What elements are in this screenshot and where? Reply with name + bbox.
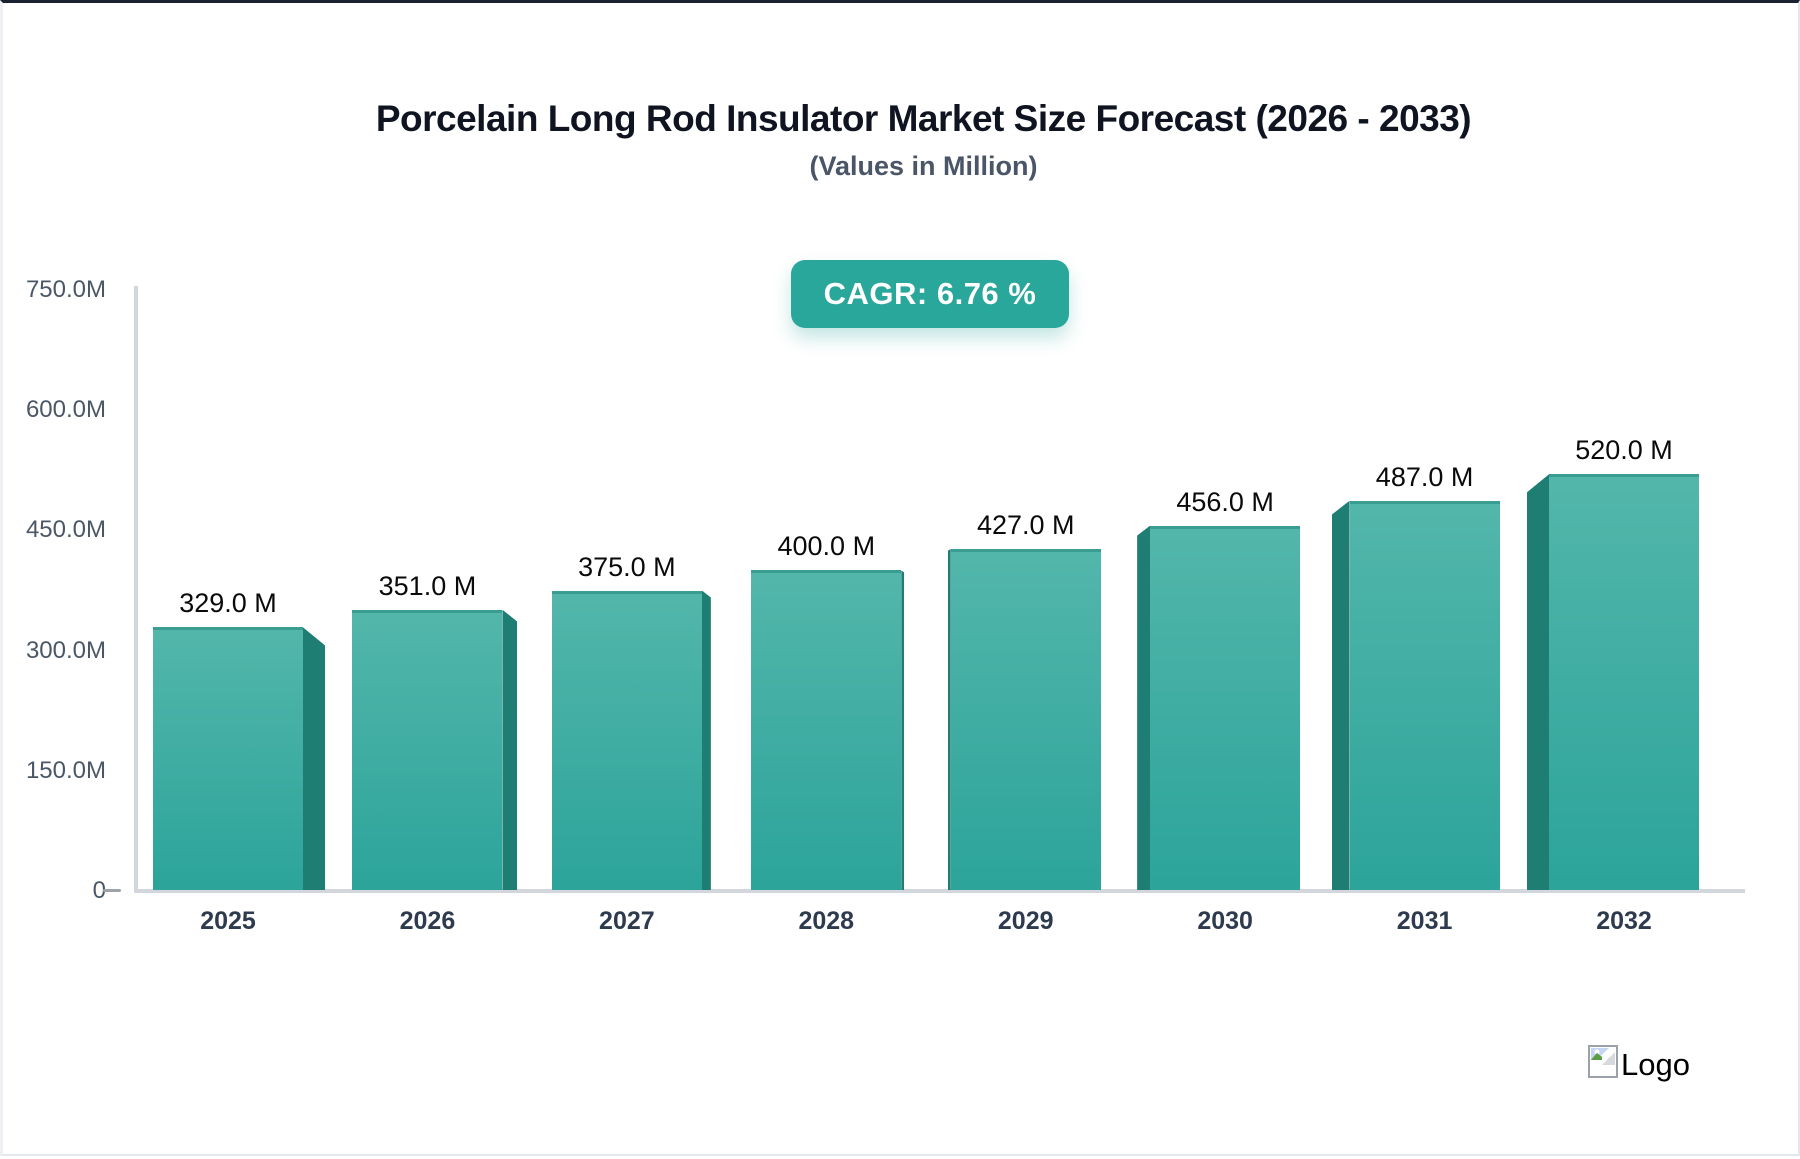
bar-value-label: 456.0 M — [1176, 486, 1274, 517]
logo-alt-text: Logo — [1621, 1047, 1690, 1082]
y-tick-label: 300.0M — [25, 636, 106, 664]
chart-title: Porcelain Long Rod Insulator Market Size… — [375, 98, 1472, 139]
bar-side-face — [502, 609, 518, 890]
bar — [751, 570, 902, 890]
bar-value-label: 329.0 M — [179, 588, 277, 619]
x-tick-label: 2031 — [1396, 907, 1453, 935]
cagr-badge-label: CAGR: 6.76 % — [823, 276, 1037, 311]
bar-side-face — [947, 548, 951, 890]
bar-value-label: 375.0 M — [578, 551, 676, 582]
bar — [551, 590, 702, 890]
y-tick-label: 450.0M — [25, 516, 106, 544]
zero-tick-mark — [103, 889, 121, 892]
bar — [352, 609, 503, 890]
y-tick-label: 600.0M — [25, 396, 106, 424]
y-tick-label: 150.0M — [25, 756, 106, 784]
y-tick-label: 0 — [92, 877, 106, 904]
bar-side-face — [1137, 525, 1151, 890]
bar — [1549, 474, 1699, 890]
bar-value-label: 400.0 M — [777, 531, 876, 562]
bar — [153, 627, 303, 890]
x-tick-label: 2028 — [798, 907, 855, 935]
cagr-badge: CAGR: 6.76 % — [791, 260, 1069, 328]
bar-value-label: 520.0 M — [1575, 435, 1673, 466]
x-tick-label: 2025 — [200, 907, 256, 935]
bar — [1349, 500, 1500, 890]
bar-side-face — [901, 570, 905, 890]
bar-side-face — [1331, 500, 1350, 890]
bar — [950, 548, 1101, 890]
x-tick-label: 2030 — [1197, 907, 1253, 935]
bar-value-label: 351.0 M — [378, 570, 477, 601]
bar-side-face — [303, 627, 325, 890]
chart-subtitle: (Values in Million) — [809, 151, 1038, 181]
bar-value-label: 427.0 M — [976, 509, 1075, 540]
x-axis-line — [134, 889, 1745, 893]
x-tick-label: 2027 — [599, 907, 655, 935]
x-tick-label: 2032 — [1596, 907, 1652, 935]
bar-value-label: 487.0 M — [1375, 461, 1474, 492]
y-tick-label: 750.0M — [25, 276, 106, 303]
broken-image-icon — [1588, 1045, 1618, 1078]
x-tick-label: 2026 — [399, 907, 456, 935]
y-axis-line — [134, 286, 138, 893]
bar-chart: 750.0M 600.0M 450.0M 300.0M 150.0M 0 329.0 M 20… — [3, 3, 1800, 1159]
bar — [1150, 525, 1301, 890]
bar-side-face — [701, 590, 711, 890]
bar-side-face — [1527, 474, 1549, 890]
x-tick-label: 2029 — [997, 907, 1054, 935]
